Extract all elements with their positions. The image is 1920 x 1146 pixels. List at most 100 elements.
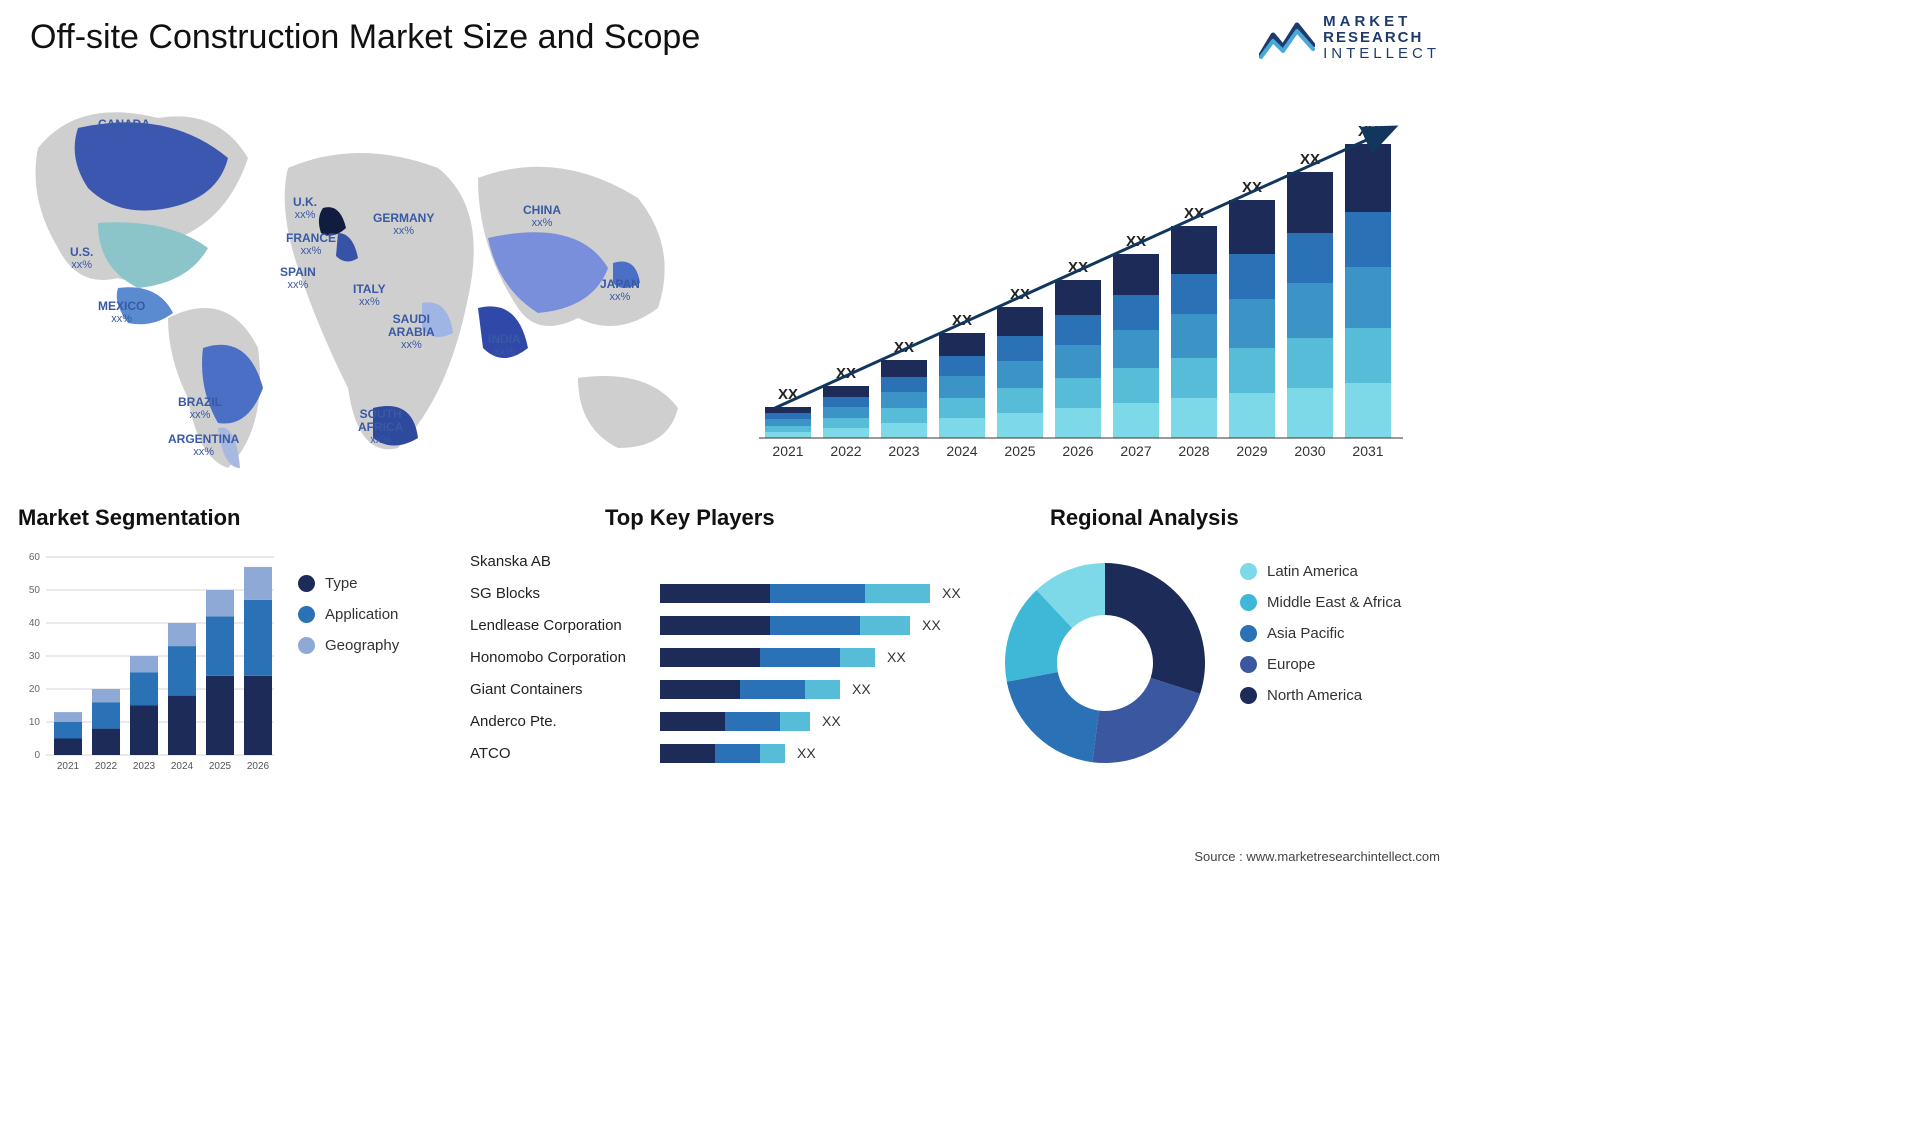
player-bar-segment	[760, 744, 785, 763]
player-bar	[660, 712, 810, 731]
segmentation-section: Market Segmentation 01020304050602021202…	[18, 505, 438, 785]
player-bar-segment	[660, 584, 770, 603]
segmentation-title: Market Segmentation	[18, 505, 438, 531]
region-title: Regional Analysis	[1050, 505, 1239, 531]
logo-line-1: MARKET	[1323, 14, 1440, 30]
svg-text:2023: 2023	[133, 761, 156, 772]
player-bar-segment	[725, 712, 780, 731]
svg-text:2025: 2025	[209, 761, 232, 772]
svg-text:30: 30	[29, 651, 41, 662]
svg-text:2027: 2027	[1120, 443, 1151, 459]
player-value: XX	[797, 745, 816, 761]
world-map: CANADAxx%U.S.xx%MEXICOxx%BRAZILxx%ARGENT…	[18, 88, 718, 478]
growth-chart: XX2021XX2022XX2023XX2024XX2025XX2026XX20…	[745, 88, 1445, 478]
legend-item: Type	[298, 575, 399, 592]
player-row: SG Blocks XX	[470, 577, 970, 609]
player-value: XX	[922, 617, 941, 633]
map-label: INDIAxx%	[488, 333, 521, 358]
legend-label: North America	[1267, 687, 1362, 704]
region-legend: Latin AmericaMiddle East & AfricaAsia Pa…	[1240, 563, 1401, 704]
svg-text:40: 40	[29, 618, 41, 629]
map-label: MEXICOxx%	[98, 300, 145, 325]
legend-label: Asia Pacific	[1267, 625, 1345, 642]
logo-mark-icon	[1259, 17, 1315, 59]
player-value: XX	[942, 585, 961, 601]
svg-text:2022: 2022	[95, 761, 118, 772]
player-bar-segment	[740, 680, 805, 699]
legend-label: Geography	[325, 637, 399, 654]
svg-text:2026: 2026	[1062, 443, 1093, 459]
legend-item: Application	[298, 606, 399, 623]
svg-text:50: 50	[29, 585, 41, 596]
map-label: SAUDIARABIAxx%	[388, 313, 435, 351]
player-row: Giant Containers XX	[470, 673, 970, 705]
player-bar-segment	[760, 648, 840, 667]
legend-label: Application	[325, 606, 398, 623]
players-list: Skanska ABSG BlocksXXLendlease Corporati…	[470, 545, 970, 769]
svg-text:2024: 2024	[946, 443, 977, 459]
player-value: XX	[822, 713, 841, 729]
legend-label: Europe	[1267, 656, 1315, 673]
legend-dot	[1240, 687, 1257, 704]
player-bar-segment	[715, 744, 760, 763]
player-name: Honomobo Corporation	[470, 649, 660, 666]
player-row: Lendlease CorporationXX	[470, 609, 970, 641]
legend-dot	[298, 637, 315, 654]
player-bar-segment	[865, 584, 930, 603]
player-name: Skanska AB	[470, 553, 660, 570]
map-label: ARGENTINAxx%	[168, 433, 239, 458]
source-label: Source : www.marketresearchintellect.com	[1194, 849, 1440, 864]
region-section: Regional Analysis Latin AmericaMiddle Ea…	[990, 505, 1450, 785]
svg-text:2025: 2025	[1004, 443, 1035, 459]
map-label: GERMANYxx%	[373, 212, 434, 237]
player-row: Anderco Pte.XX	[470, 705, 970, 737]
legend-dot	[1240, 563, 1257, 580]
player-bar	[660, 584, 930, 603]
legend-item: Middle East & Africa	[1240, 594, 1401, 611]
map-label: ITALYxx%	[353, 283, 386, 308]
svg-text:2031: 2031	[1352, 443, 1383, 459]
page-title: Off-site Construction Market Size and Sc…	[30, 18, 700, 57]
legend-item: North America	[1240, 687, 1401, 704]
legend-item: Europe	[1240, 656, 1401, 673]
legend-item: Asia Pacific	[1240, 625, 1401, 642]
player-bar-segment	[805, 680, 840, 699]
player-row: ATCO XX	[470, 737, 970, 769]
legend-label: Type	[325, 575, 358, 592]
logo-line-2: RESEARCH	[1323, 30, 1440, 46]
player-value: XX	[887, 649, 906, 665]
player-name: SG Blocks	[470, 585, 660, 602]
player-name: ATCO	[470, 745, 660, 762]
map-label: SOUTHAFRICAxx%	[358, 408, 403, 446]
svg-text:60: 60	[29, 552, 41, 563]
legend-dot	[1240, 656, 1257, 673]
svg-text:2029: 2029	[1236, 443, 1267, 459]
player-row: Skanska AB	[470, 545, 970, 577]
player-bar-segment	[780, 712, 810, 731]
segmentation-legend: Type Application Geography	[298, 575, 399, 654]
player-bar-segment	[660, 744, 715, 763]
svg-text:0: 0	[34, 750, 40, 761]
svg-text:2030: 2030	[1294, 443, 1325, 459]
player-name: Giant Containers	[470, 681, 660, 698]
legend-dot	[1240, 625, 1257, 642]
player-bar-segment	[660, 680, 740, 699]
player-bar-segment	[860, 616, 910, 635]
legend-dot	[1240, 594, 1257, 611]
map-label: SPAINxx%	[280, 266, 316, 291]
map-label: CHINAxx%	[523, 204, 561, 229]
svg-text:2028: 2028	[1178, 443, 1209, 459]
region-donut-svg	[990, 545, 1220, 775]
player-bar	[660, 744, 785, 763]
player-bar-segment	[770, 616, 860, 635]
player-bar-segment	[660, 616, 770, 635]
svg-text:2026: 2026	[247, 761, 270, 772]
svg-text:2023: 2023	[888, 443, 919, 459]
player-value: XX	[852, 681, 871, 697]
map-label: CANADAxx%	[98, 118, 150, 143]
svg-text:2022: 2022	[830, 443, 861, 459]
brand-logo: MARKET RESEARCH INTELLECT	[1259, 14, 1440, 61]
player-bar	[660, 648, 875, 667]
map-label: BRAZILxx%	[178, 396, 222, 421]
svg-text:10: 10	[29, 717, 41, 728]
